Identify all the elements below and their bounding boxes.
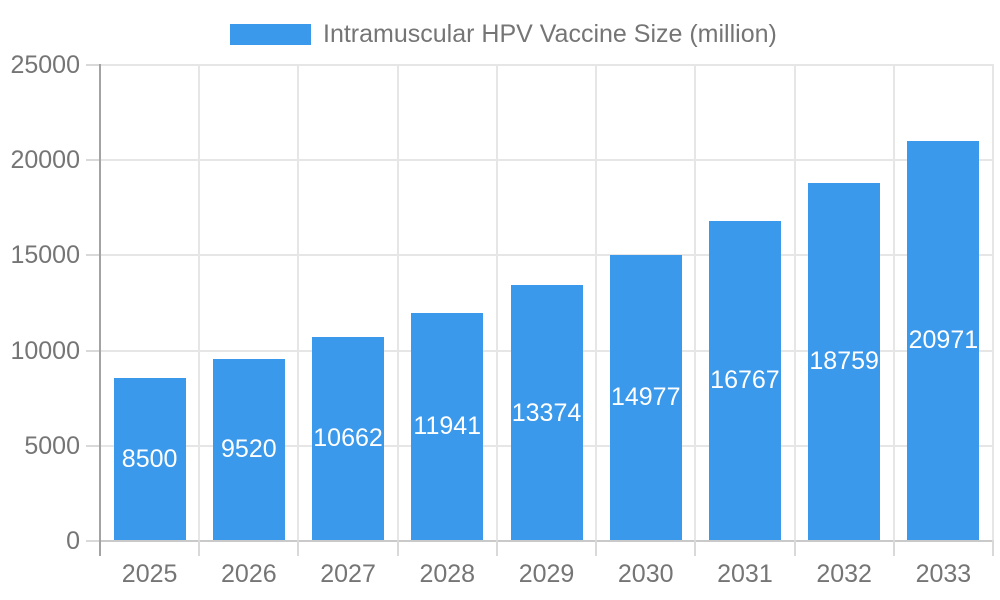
h-gridline — [100, 254, 993, 257]
x-axis-label: 2033 — [915, 560, 972, 588]
x-axis-tick — [396, 540, 399, 556]
v-gridline — [892, 64, 895, 540]
legend-swatch-icon — [230, 24, 311, 45]
x-axis-label: 2032 — [816, 560, 872, 588]
legend-label: Intramuscular HPV Vaccine Size (million) — [323, 20, 777, 48]
x-axis-tick — [694, 540, 697, 556]
legend-item[interactable]: Intramuscular HPV Vaccine Size (million) — [230, 21, 777, 48]
x-axis-tick — [495, 540, 498, 556]
x-axis-tick — [992, 540, 994, 556]
x-axis-label: 2030 — [617, 560, 674, 588]
y-axis-label: 20000 — [10, 146, 80, 175]
bar-value-label: 9520 — [221, 435, 277, 464]
x-axis-label: 2027 — [320, 560, 376, 588]
x-axis-label: 2025 — [121, 560, 178, 588]
y-axis-label: 0 — [66, 527, 80, 555]
bar-2029 — [510, 285, 583, 540]
bar-value-label: 8500 — [121, 445, 178, 474]
v-gridline — [495, 64, 498, 540]
v-gridline — [793, 64, 796, 540]
y-axis-tick — [86, 444, 100, 447]
bar-value-label: 16767 — [710, 366, 780, 395]
bar-value-label: 14977 — [610, 383, 681, 412]
bar-value-label: 11941 — [413, 412, 482, 441]
y-axis-tick — [86, 349, 100, 352]
v-gridline — [297, 64, 300, 540]
h-gridline — [100, 540, 993, 542]
v-gridline — [198, 64, 201, 540]
bar-2026 — [212, 358, 285, 540]
x-axis-label: 2029 — [518, 560, 575, 588]
y-axis-label: 10000 — [10, 336, 80, 365]
h-gridline — [100, 64, 993, 66]
v-gridline — [694, 64, 697, 540]
bar-2030 — [609, 254, 682, 540]
bar-2028 — [411, 312, 484, 540]
bar-value-label: 10662 — [313, 424, 383, 453]
x-axis-tick — [297, 540, 300, 556]
bar-2025 — [113, 378, 186, 540]
v-gridline — [595, 64, 598, 540]
y-axis-tick — [86, 254, 100, 257]
y-axis-tick — [86, 159, 100, 162]
y-axis-tick — [86, 540, 100, 542]
y-axis-label: 5000 — [24, 431, 80, 460]
y-axis-label: 15000 — [10, 241, 80, 270]
x-axis-label: 2028 — [419, 560, 476, 588]
x-axis-label: 2026 — [221, 560, 277, 588]
bar-2032 — [808, 182, 881, 540]
bar-2033 — [907, 140, 980, 540]
y-axis-label: 25000 — [10, 51, 80, 79]
v-gridline — [396, 64, 399, 540]
x-axis-label: 2031 — [717, 560, 773, 588]
x-axis-tick — [595, 540, 598, 556]
bar-2027 — [312, 336, 385, 540]
bar-value-label: 13374 — [511, 398, 582, 427]
h-gridline — [100, 159, 993, 162]
y-axis-line — [99, 64, 101, 556]
bar-value-label: 18759 — [809, 347, 879, 376]
v-gridline — [992, 64, 994, 540]
x-axis-tick — [198, 540, 201, 556]
x-axis-tick — [793, 540, 796, 556]
y-axis-tick — [86, 64, 100, 66]
bar-value-label: 20971 — [908, 326, 979, 355]
x-axis-tick — [892, 540, 895, 556]
bar-2031 — [708, 220, 781, 540]
